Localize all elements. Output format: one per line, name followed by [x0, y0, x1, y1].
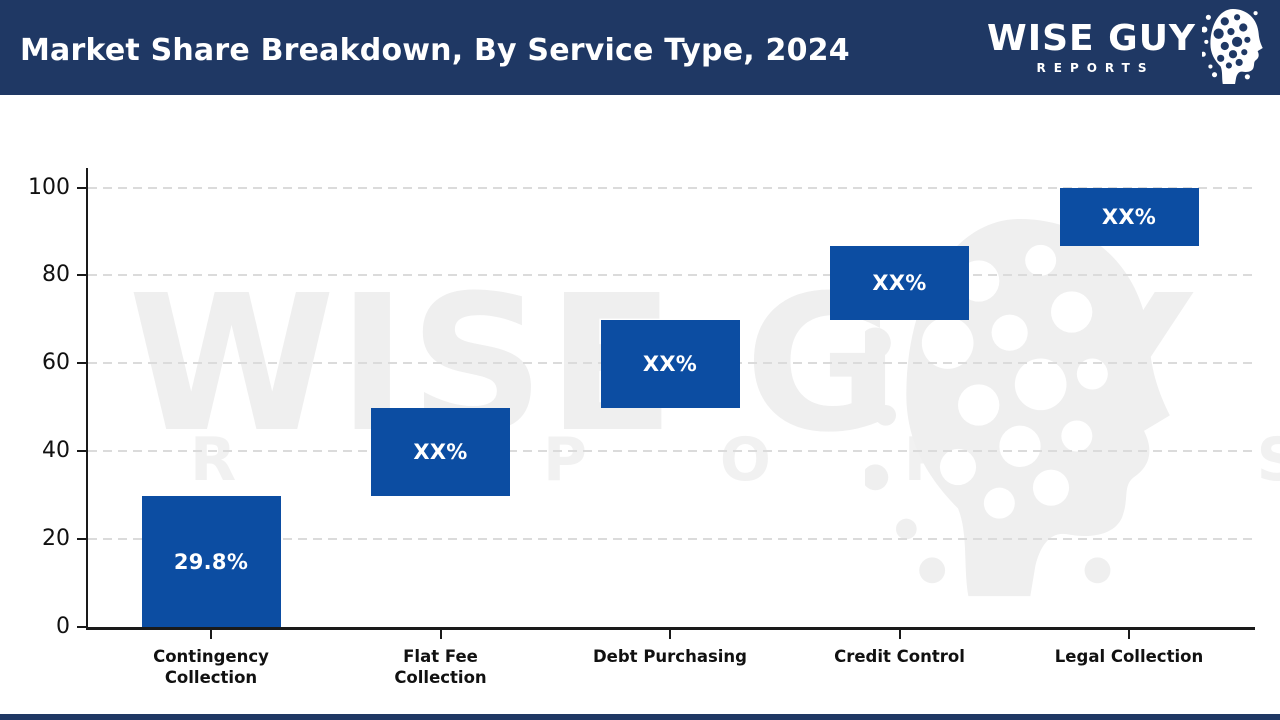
x-axis-line: [86, 627, 1255, 630]
logo-wordmark: WISE GUY REPORTS: [986, 17, 1196, 75]
x-axis-tick-label: Credit Control: [834, 647, 965, 666]
gridline: [88, 186, 1255, 189]
header-bar: Market Share Breakdown, By Service Type,…: [0, 0, 1280, 95]
bar: XX%: [371, 408, 510, 497]
bar: XX%: [1059, 187, 1199, 247]
logo-head-icon: [1200, 7, 1264, 89]
gridline: [88, 274, 1255, 277]
footer-bar: [0, 714, 1280, 720]
gridline: [88, 538, 1255, 541]
y-axis-tick-mark: [77, 186, 86, 189]
logo: WISE GUY REPORTS: [987, 7, 1264, 89]
x-axis-tick-label: Contingency Collection: [153, 647, 269, 688]
y-axis-tick-label: 0: [56, 614, 70, 639]
y-axis-tick-mark: [77, 538, 86, 541]
y-axis-line: [86, 168, 88, 629]
logo-line1: WISE GUY: [986, 17, 1196, 59]
x-axis-tick-mark: [439, 630, 442, 639]
logo-line2: REPORTS: [1036, 60, 1155, 75]
bar: 29.8%: [141, 496, 281, 627]
x-axis-tick-mark: [210, 630, 212, 639]
bar: XX%: [830, 246, 969, 321]
y-axis-tick-label: 80: [42, 262, 70, 288]
x-axis-tick-label: Flat Fee Collection: [394, 647, 487, 688]
plot-area: 0 20 40 60 80 100 29.8% XX% XX% XX% XX% Contingency…: [28, 168, 1255, 687]
gridline: [88, 450, 1255, 453]
y-axis-tick-mark: [77, 450, 86, 453]
bar-value-label: XX%: [1101, 204, 1157, 229]
page-title: Market Share Breakdown, By Service Type,…: [20, 33, 850, 68]
x-axis-tick-mark: [898, 630, 901, 639]
bar-value-label: XX%: [872, 271, 927, 296]
y-axis-tick-mark: [77, 626, 86, 628]
y-axis-tick-label: 20: [42, 526, 70, 552]
y-axis-tick-label: 100: [28, 174, 70, 200]
bar-value-label: XX%: [642, 352, 698, 377]
x-axis-tick-mark: [1128, 630, 1130, 639]
x-axis-tick-label: Debt Purchasing: [592, 647, 747, 666]
y-axis-tick-mark: [77, 362, 86, 365]
bar-value-label: 29.8%: [173, 549, 249, 574]
bar: XX%: [600, 320, 740, 409]
y-axis-tick-label: 60: [42, 350, 70, 376]
x-axis-tick-label: Legal Collection: [1054, 647, 1204, 666]
y-axis-tick-label: 40: [42, 438, 70, 464]
y-axis-tick-mark: [77, 274, 86, 277]
x-axis-tick-mark: [669, 630, 671, 639]
bar-value-label: XX%: [413, 440, 468, 465]
